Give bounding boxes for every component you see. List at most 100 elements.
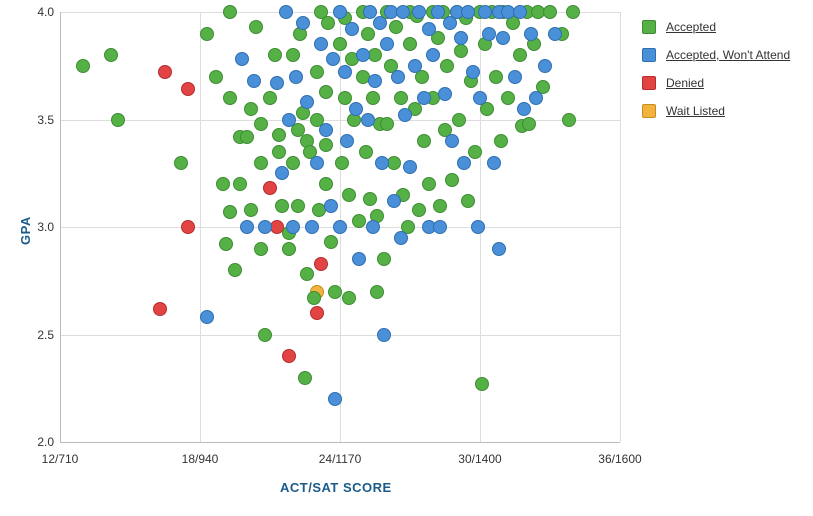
data-point[interactable]: [223, 91, 237, 105]
data-point[interactable]: [566, 5, 580, 19]
data-point[interactable]: [345, 22, 359, 36]
data-point[interactable]: [335, 156, 349, 170]
data-point[interactable]: [258, 220, 272, 234]
data-point[interactable]: [403, 37, 417, 51]
data-point[interactable]: [333, 37, 347, 51]
data-point[interactable]: [275, 166, 289, 180]
data-point[interactable]: [548, 27, 562, 41]
data-point[interactable]: [440, 59, 454, 73]
data-point[interactable]: [338, 91, 352, 105]
data-point[interactable]: [158, 65, 172, 79]
data-point[interactable]: [359, 145, 373, 159]
data-point[interactable]: [286, 156, 300, 170]
data-point[interactable]: [181, 82, 195, 96]
data-point[interactable]: [349, 102, 363, 116]
data-point[interactable]: [513, 5, 527, 19]
data-point[interactable]: [200, 27, 214, 41]
data-point[interactable]: [289, 70, 303, 84]
legend-item[interactable]: Wait Listed: [642, 104, 790, 118]
data-point[interactable]: [417, 134, 431, 148]
data-point[interactable]: [286, 220, 300, 234]
data-point[interactable]: [377, 328, 391, 342]
data-point[interactable]: [466, 65, 480, 79]
data-point[interactable]: [501, 91, 515, 105]
data-point[interactable]: [321, 16, 335, 30]
legend-label[interactable]: Wait Listed: [666, 104, 725, 118]
data-point[interactable]: [363, 192, 377, 206]
data-point[interactable]: [445, 134, 459, 148]
data-point[interactable]: [394, 231, 408, 245]
data-point[interactable]: [373, 16, 387, 30]
data-point[interactable]: [426, 48, 440, 62]
data-point[interactable]: [492, 242, 506, 256]
data-point[interactable]: [216, 177, 230, 191]
data-point[interactable]: [356, 48, 370, 62]
data-point[interactable]: [235, 52, 249, 66]
data-point[interactable]: [433, 220, 447, 234]
data-point[interactable]: [319, 177, 333, 191]
data-point[interactable]: [233, 177, 247, 191]
data-point[interactable]: [468, 145, 482, 159]
data-point[interactable]: [562, 113, 576, 127]
data-point[interactable]: [244, 203, 258, 217]
data-point[interactable]: [305, 220, 319, 234]
data-point[interactable]: [487, 156, 501, 170]
data-point[interactable]: [298, 371, 312, 385]
data-point[interactable]: [389, 20, 403, 34]
data-point[interactable]: [431, 5, 445, 19]
data-point[interactable]: [300, 267, 314, 281]
data-point[interactable]: [403, 160, 417, 174]
legend-label[interactable]: Accepted: [666, 20, 716, 34]
data-point[interactable]: [522, 117, 536, 131]
data-point[interactable]: [333, 220, 347, 234]
data-point[interactable]: [307, 291, 321, 305]
data-point[interactable]: [228, 263, 242, 277]
data-point[interactable]: [524, 27, 538, 41]
data-point[interactable]: [461, 194, 475, 208]
data-point[interactable]: [452, 113, 466, 127]
data-point[interactable]: [263, 91, 277, 105]
data-point[interactable]: [445, 173, 459, 187]
data-point[interactable]: [279, 5, 293, 19]
data-point[interactable]: [314, 257, 328, 271]
data-point[interactable]: [310, 156, 324, 170]
data-point[interactable]: [319, 138, 333, 152]
data-point[interactable]: [240, 220, 254, 234]
data-point[interactable]: [240, 130, 254, 144]
data-point[interactable]: [496, 31, 510, 45]
data-point[interactable]: [286, 48, 300, 62]
data-point[interactable]: [471, 220, 485, 234]
data-point[interactable]: [508, 70, 522, 84]
data-point[interactable]: [412, 5, 426, 19]
data-point[interactable]: [272, 128, 286, 142]
data-point[interactable]: [328, 285, 342, 299]
data-point[interactable]: [457, 156, 471, 170]
data-point[interactable]: [314, 37, 328, 51]
data-point[interactable]: [319, 123, 333, 137]
data-point[interactable]: [489, 70, 503, 84]
data-point[interactable]: [282, 242, 296, 256]
data-point[interactable]: [408, 59, 422, 73]
data-point[interactable]: [254, 242, 268, 256]
data-point[interactable]: [338, 65, 352, 79]
data-point[interactable]: [475, 377, 489, 391]
data-point[interactable]: [324, 235, 338, 249]
data-point[interactable]: [538, 59, 552, 73]
data-point[interactable]: [461, 5, 475, 19]
data-point[interactable]: [328, 392, 342, 406]
data-point[interactable]: [543, 5, 557, 19]
data-point[interactable]: [375, 156, 389, 170]
data-point[interactable]: [340, 134, 354, 148]
data-point[interactable]: [342, 291, 356, 305]
data-point[interactable]: [333, 5, 347, 19]
data-point[interactable]: [391, 70, 405, 84]
data-point[interactable]: [310, 65, 324, 79]
data-point[interactable]: [473, 91, 487, 105]
data-point[interactable]: [370, 285, 384, 299]
data-point[interactable]: [223, 205, 237, 219]
legend-item[interactable]: Accepted: [642, 20, 790, 34]
data-point[interactable]: [296, 16, 310, 30]
data-point[interactable]: [272, 145, 286, 159]
data-point[interactable]: [433, 199, 447, 213]
data-point[interactable]: [361, 113, 375, 127]
